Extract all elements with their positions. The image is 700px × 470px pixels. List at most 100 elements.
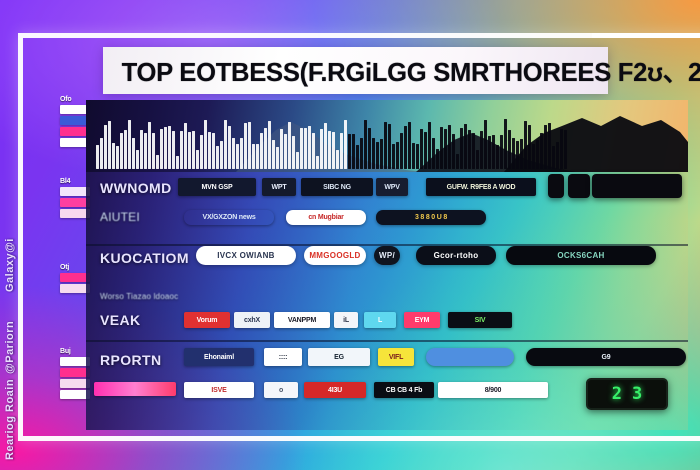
chip-pill[interactable]: WP/	[374, 246, 400, 265]
device-thumb[interactable]	[592, 174, 682, 198]
sidebar-chip[interactable]	[60, 284, 90, 293]
chart-bar	[484, 120, 487, 169]
sidebar-chip[interactable]	[60, 209, 90, 218]
badge[interactable]: CB CB 4 Fb	[374, 382, 434, 398]
sidebar-chip[interactable]	[60, 105, 90, 114]
badge[interactable]: 3 8 8 0 U 8	[376, 210, 486, 225]
sidebar-chip[interactable]	[60, 357, 90, 366]
logo-badge[interactable]: cxhX	[234, 312, 270, 328]
device-thumb[interactable]	[548, 174, 564, 198]
chart-bar	[512, 138, 515, 169]
badge[interactable]: Ehonaiml	[184, 348, 254, 366]
chart-bar	[344, 120, 347, 169]
led-digit-left: 2	[611, 384, 622, 404]
chart-bar	[440, 126, 443, 169]
chart-bar	[140, 129, 143, 169]
sidebar-chip[interactable]	[60, 116, 90, 125]
chart-bar	[96, 145, 99, 169]
logo-badge[interactable]: Vorum	[184, 312, 230, 328]
chart-bar	[232, 138, 235, 169]
device-thumb[interactable]	[568, 174, 590, 198]
chart-bar	[420, 128, 423, 169]
chip-pill[interactable]: IVCX OWIANB	[196, 246, 296, 265]
badge[interactable]: G9	[526, 348, 686, 366]
chart-bar	[536, 140, 539, 169]
sidebar-chip-stack: Ofo	[60, 96, 90, 149]
sidebar-chip[interactable]	[60, 187, 90, 196]
sidebar-chip-stack: Bl4	[60, 178, 90, 220]
content-panel: WWNOMD AIUTEI MVN GSP WPT SIBC NG WPV GUFW. R9…	[86, 100, 688, 430]
sidebar-group-tag: Ofo	[60, 96, 72, 103]
badge[interactable]: ::::	[264, 348, 302, 366]
chart-bar	[108, 121, 111, 169]
chart-bar	[192, 130, 195, 169]
chart-bar	[220, 140, 223, 169]
chart-bar	[240, 138, 243, 169]
sidebar-chip[interactable]	[60, 198, 90, 207]
badge[interactable]: SIBC NG	[301, 178, 373, 196]
led-digit-right: 3	[632, 384, 643, 404]
chart-bar	[152, 133, 155, 169]
sidebar-chip[interactable]	[60, 127, 90, 136]
chart-bar	[176, 155, 179, 169]
chart-bar	[500, 135, 503, 169]
chart-bar	[384, 121, 387, 169]
chart-bar	[268, 120, 271, 169]
chip-pill[interactable]: Gcor-rtoho	[416, 246, 496, 265]
chart-bar	[320, 129, 323, 169]
sidebar-group-tag: Buj	[60, 348, 71, 355]
sidebar-group-label: Oisnbu	[4, 434, 16, 470]
badge[interactable]: 8/900	[438, 382, 548, 398]
badge[interactable]: WPT	[262, 178, 296, 196]
row-sublabel: AIUTEI	[100, 210, 140, 224]
badge[interactable]: VIFL	[378, 348, 414, 366]
badge[interactable]: cn Mugbiar	[286, 210, 366, 225]
poster-frame	[18, 33, 700, 441]
chart-bar	[148, 122, 151, 169]
sidebar-chip[interactable]	[60, 273, 90, 282]
chart-bar	[368, 128, 371, 169]
badge[interactable]: MVN GSP	[178, 178, 256, 196]
chart-bar	[100, 138, 103, 169]
sidebar-chip[interactable]	[60, 379, 90, 388]
badge[interactable]: WPV	[376, 178, 408, 196]
badge[interactable]: GUFW. R9FE8 A WOD	[426, 178, 536, 196]
badge[interactable]: VX/GXZON news	[184, 210, 274, 225]
logo-badge[interactable]: L	[364, 312, 396, 328]
chart-bar	[128, 120, 131, 169]
highlight-strip	[94, 382, 176, 396]
chart-bar	[264, 127, 267, 169]
chart-bar	[228, 126, 231, 169]
sidebar-chip[interactable]	[60, 138, 90, 147]
logo-badge[interactable]: SIV	[448, 312, 512, 328]
chart-bar	[256, 143, 259, 169]
chart-bar	[520, 139, 523, 169]
badge[interactable]: EG	[308, 348, 370, 366]
chip-pill[interactable]: MMGOOGLD	[304, 246, 366, 265]
badge[interactable]: ISVE	[184, 382, 254, 398]
sidebar-chip[interactable]	[60, 390, 90, 399]
logo-badge[interactable]: VANPPM	[274, 312, 330, 328]
chart-bar	[312, 132, 315, 169]
logo-badge[interactable]: EYM	[404, 312, 440, 328]
sidebar-chip[interactable]	[60, 368, 90, 377]
chart-bar	[552, 146, 555, 169]
badge[interactable]: o	[264, 382, 298, 398]
badge[interactable]: 4I3U	[304, 382, 366, 398]
chart-bar	[212, 133, 215, 169]
chart-bar	[356, 145, 359, 169]
chart-bar	[292, 135, 295, 169]
chart-bar	[404, 126, 407, 169]
chart-bar	[564, 129, 567, 169]
chart-bar	[208, 131, 211, 169]
chart-bar	[112, 143, 115, 169]
badge[interactable]	[426, 348, 514, 366]
chip-pill[interactable]: OCKS6CAH	[506, 246, 656, 265]
chart-bar	[376, 142, 379, 169]
chart-bar	[428, 122, 431, 169]
logo-badge[interactable]: iL	[334, 312, 358, 328]
chart-bar	[164, 126, 167, 169]
sidebar-chip-stack: Otj	[60, 264, 90, 295]
